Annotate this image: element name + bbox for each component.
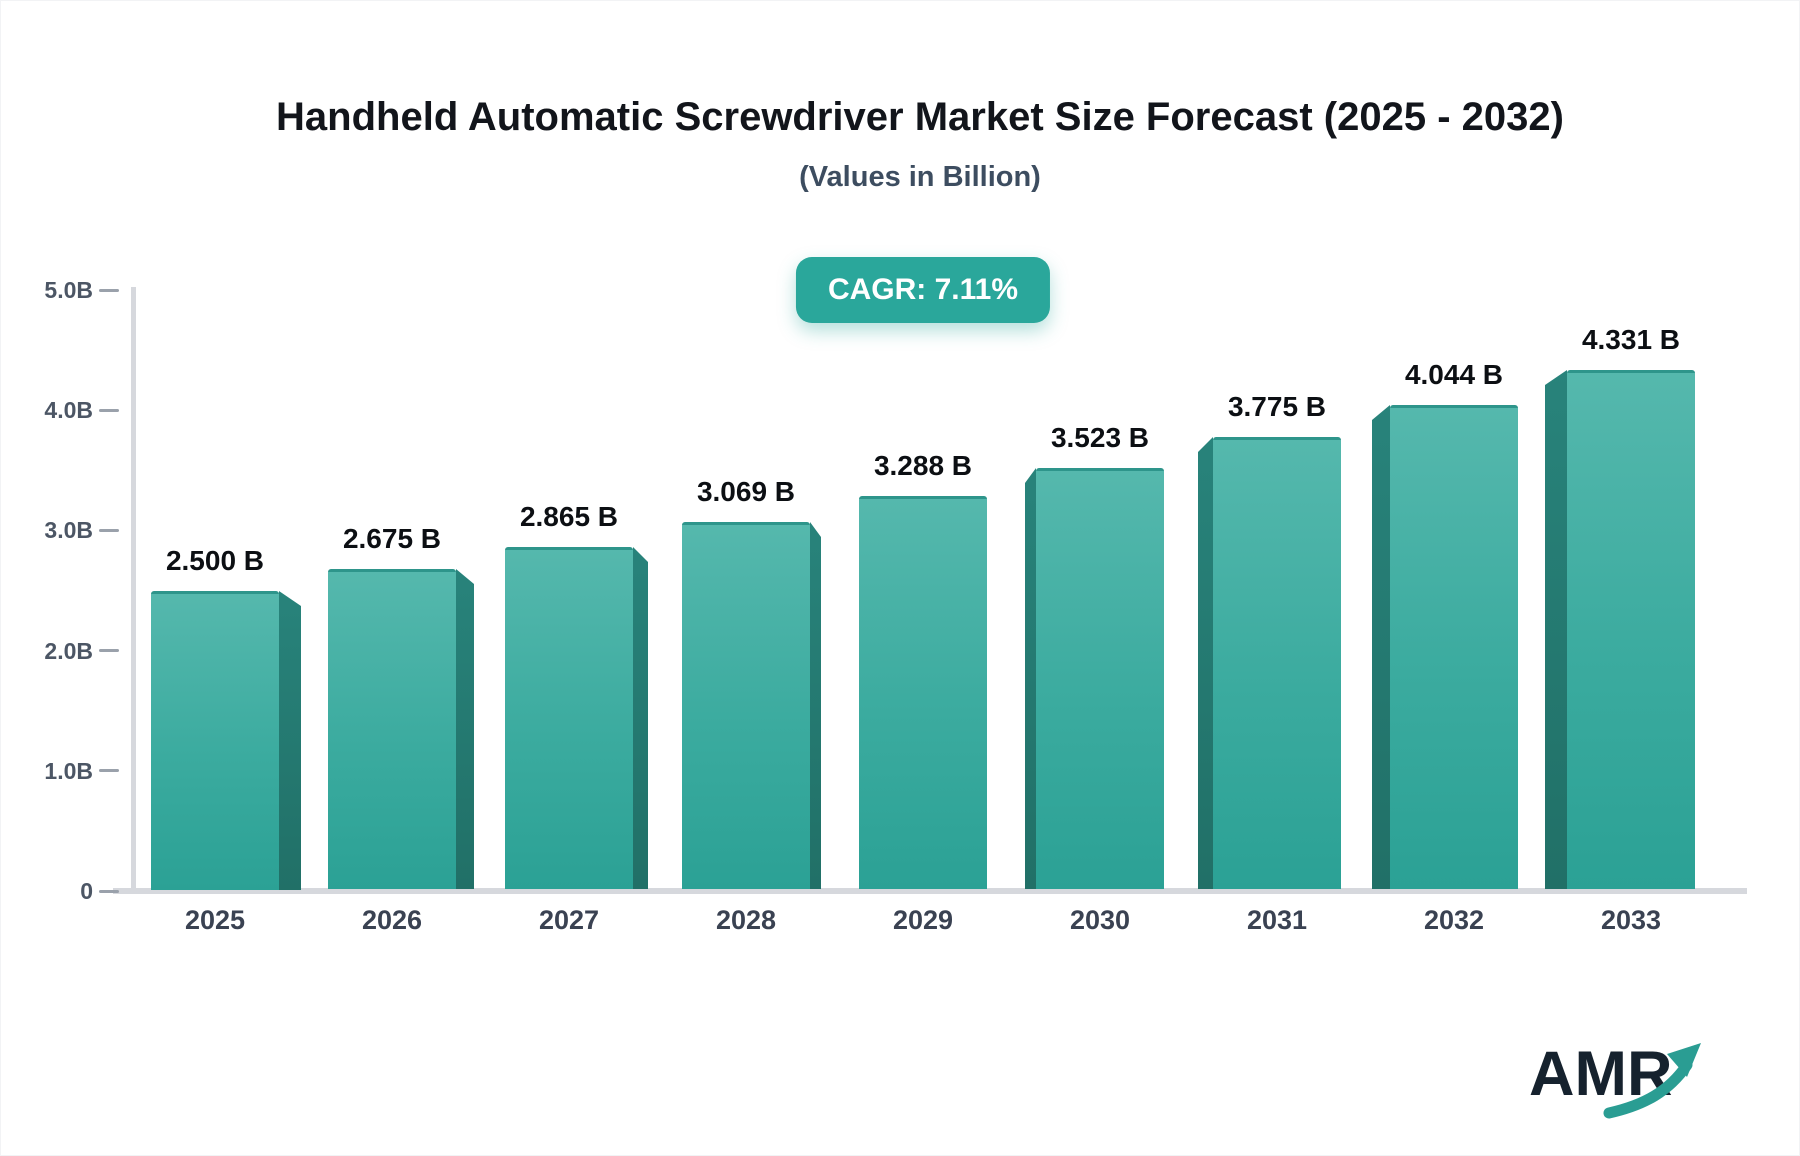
x-axis-label-2029: 2029 — [892, 905, 954, 935]
bar-2032 — [1390, 405, 1518, 889]
bar-2030 — [1036, 468, 1164, 889]
bar-2033 — [1567, 370, 1695, 889]
y-axis-tick-label: 0 — [80, 878, 93, 904]
bar-side-face-2028 — [810, 522, 821, 889]
amr-logo-arrow-swoosh — [1603, 1059, 1693, 1119]
amr-logo: AMR — [1529, 1039, 1701, 1119]
amr-logo-arrowhead — [1667, 1043, 1701, 1077]
bar-side-face-2032 — [1372, 405, 1390, 889]
x-axis-label-2028: 2028 — [715, 905, 777, 935]
y-axis-tick-label: 4.0B — [44, 397, 93, 423]
x-axis-label-2031: 2031 — [1246, 905, 1308, 935]
bar-side-face-2026 — [456, 569, 474, 889]
bar-2025 — [151, 591, 279, 890]
y-axis-tick-label: 2.0B — [44, 638, 93, 664]
cagr-badge: CAGR: 7.11% — [795, 257, 1051, 323]
bar-side-face-2027 — [633, 547, 648, 889]
x-axis-label-2026: 2026 — [361, 905, 423, 935]
bar-value-label: 3.288 B — [873, 450, 973, 481]
y-axis-tick-dash — [99, 769, 119, 772]
bar-value-label: 2.865 B — [519, 501, 619, 532]
bar-value-label: 4.044 B — [1404, 359, 1504, 390]
y-axis-tick-label: 1.0B — [44, 758, 93, 784]
chart-subtitle: (Values in Billion) — [799, 161, 1041, 193]
y-axis-tick-label: 5.0B — [44, 277, 93, 303]
y-axis-tick-dash — [99, 289, 119, 292]
bar-2029 — [859, 496, 987, 889]
x-axis-baseline — [113, 888, 1747, 894]
y-axis-tick-label: 3.0B — [44, 517, 93, 543]
y-axis-tick-dash — [99, 409, 119, 412]
x-axis-label-2030: 2030 — [1069, 905, 1131, 935]
bar-value-label: 3.775 B — [1227, 391, 1327, 422]
bar-side-face-2033 — [1545, 370, 1567, 889]
bar-side-face-2025 — [279, 591, 301, 890]
bar-value-label: 3.069 B — [696, 476, 796, 507]
bar-value-label: 3.523 B — [1050, 422, 1150, 453]
chart-title: Handheld Automatic Screwdriver Market Si… — [276, 95, 1564, 139]
bar-side-face-2030 — [1025, 468, 1036, 889]
x-axis-label-2032: 2032 — [1423, 905, 1485, 935]
y-axis-tick-dash — [99, 529, 119, 532]
y-axis-line — [131, 287, 136, 894]
y-axis-tick-dash — [99, 890, 119, 893]
bar-2031 — [1213, 437, 1341, 889]
bar-value-label: 2.500 B — [165, 545, 265, 576]
bar-2027 — [505, 547, 633, 889]
x-axis-label-2027: 2027 — [538, 905, 600, 935]
x-axis-label-2033: 2033 — [1600, 905, 1662, 935]
bar-side-face-2031 — [1198, 437, 1213, 889]
bar-value-label: 4.331 B — [1581, 324, 1681, 355]
bar-2028 — [682, 522, 810, 889]
x-axis-label-2025: 2025 — [184, 905, 246, 935]
bar-2026 — [328, 569, 456, 889]
bar-value-label: 2.675 B — [342, 523, 442, 554]
y-axis-tick-dash — [99, 649, 119, 652]
